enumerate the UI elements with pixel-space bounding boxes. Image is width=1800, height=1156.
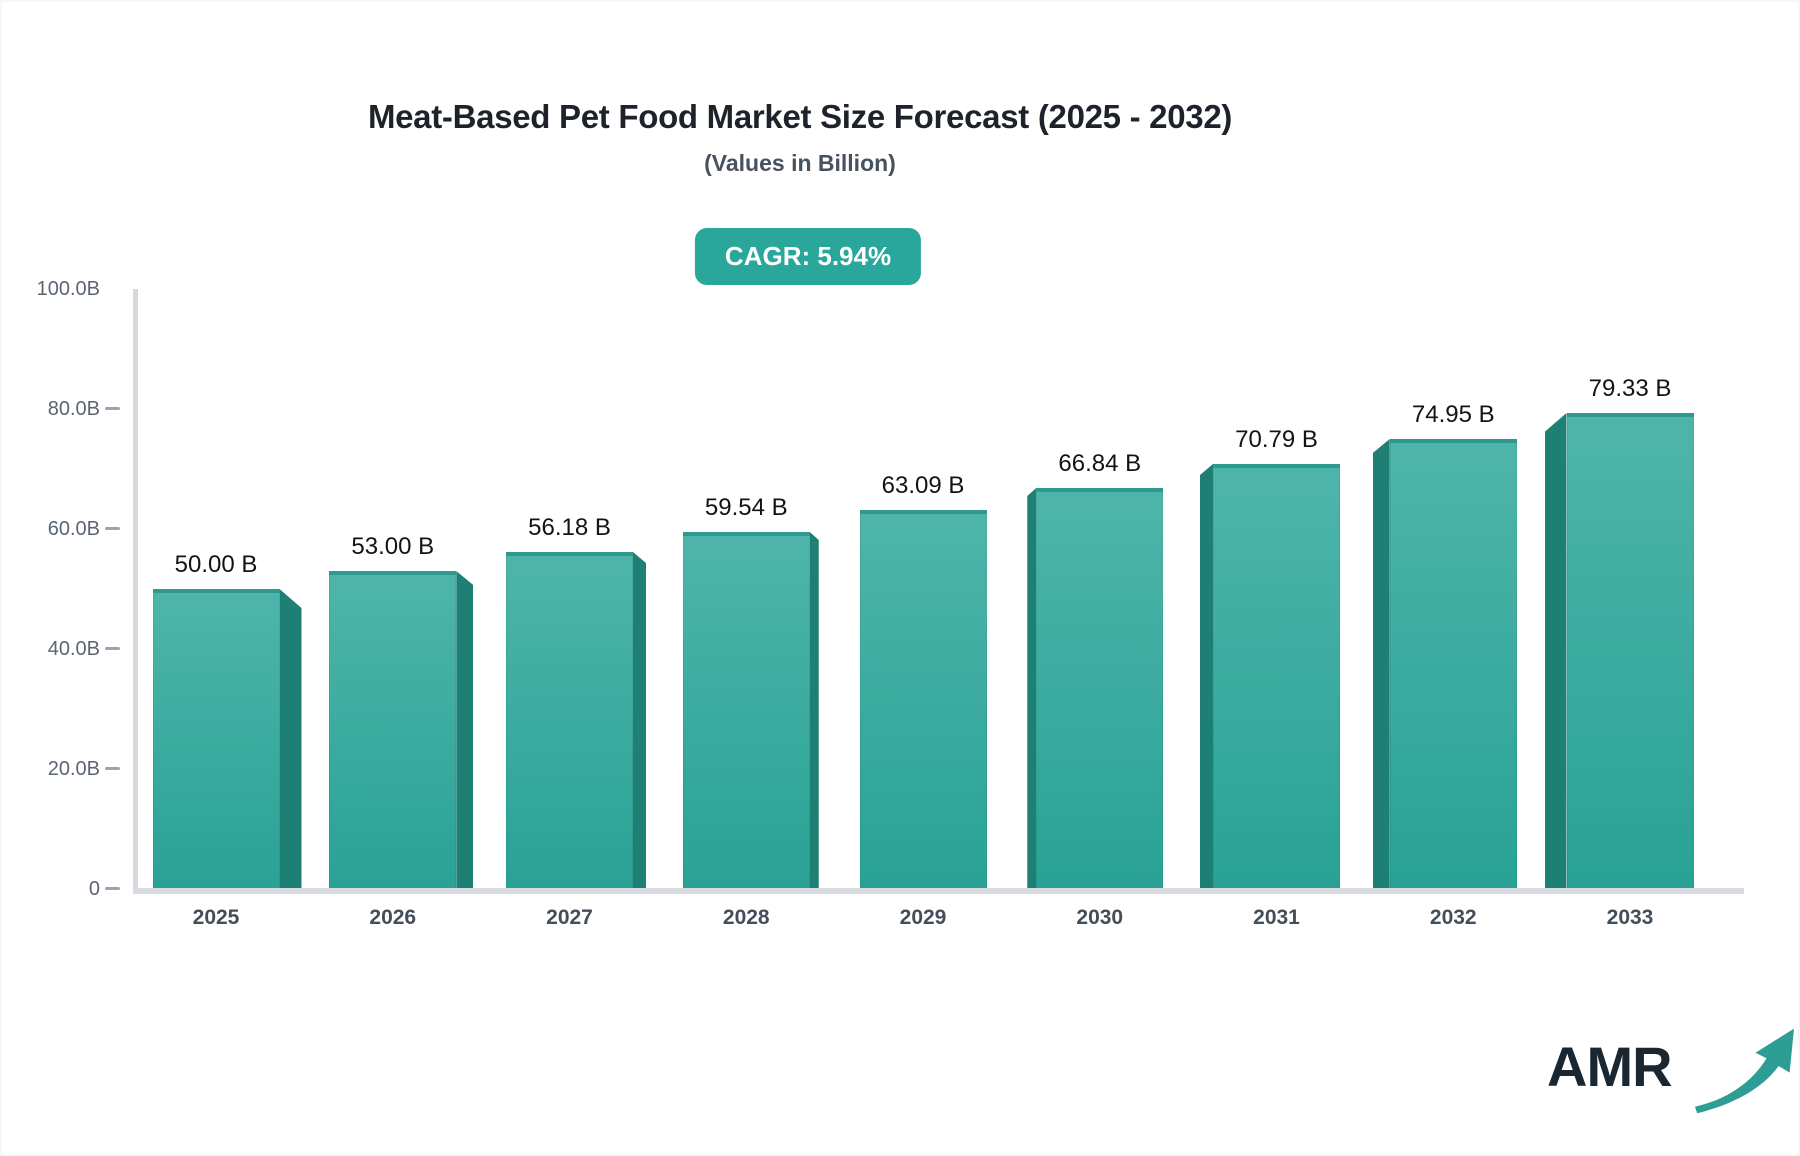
chart-title: Meat-Based Pet Food Market Size Forecast… (367, 98, 1233, 135)
bar-2031 (1200, 464, 1340, 889)
bar-value-label: 66.84 B (1058, 450, 1142, 477)
bar-top-edge (1036, 488, 1164, 492)
bar-top-edge (682, 532, 810, 536)
bar-side-3d (1544, 413, 1567, 889)
bar-face (329, 571, 457, 889)
x-axis-year-label: 2031 (1253, 906, 1300, 929)
amr-logo-text: AMR (1547, 1035, 1673, 1098)
bar-2025 (152, 589, 302, 889)
y-axis-tick-mark (105, 767, 120, 770)
bar-face (1566, 413, 1694, 889)
y-axis-tick-mark (105, 407, 120, 410)
bar-top-edge (1566, 413, 1694, 417)
bar-side-3d (456, 571, 474, 889)
x-axis-baseline (133, 888, 1744, 894)
bar-value-label: 50.00 B (174, 551, 258, 578)
bar-side-3d (279, 589, 302, 889)
bar-face (859, 510, 987, 889)
bar-side-3d (633, 552, 646, 889)
bar-face (152, 589, 280, 889)
x-axis-year-label: 2033 (1606, 906, 1654, 929)
x-axis-year-label: 2026 (369, 906, 417, 929)
y-axis-tick-label: 40.0B (47, 638, 100, 660)
bar-top-edge (329, 571, 457, 575)
y-axis-tick-mark (105, 887, 120, 890)
bar-value-label: 79.33 B (1588, 375, 1672, 402)
x-axis-year-label: 2025 (192, 906, 240, 929)
y-axis-tick-label: 60.0B (47, 518, 100, 540)
x-axis-year-label: 2028 (722, 906, 770, 929)
y-axis-line (133, 289, 138, 894)
bar-value-label: 70.79 B (1235, 426, 1318, 453)
bar-top-edge (152, 589, 280, 593)
bar-top-edge (1389, 439, 1517, 443)
bar-2030 (1027, 488, 1164, 889)
bar-face (682, 532, 810, 889)
growth-arrow-icon (1695, 1028, 1794, 1114)
y-axis-tick-label: 20.0B (47, 758, 100, 780)
cagr-badge: CAGR: 5.94% (694, 228, 922, 285)
bar-2027 (506, 552, 646, 889)
x-axis-year-label: 2029 (899, 906, 947, 929)
bar-side-3d (1372, 439, 1390, 889)
chart-subtitle: (Values in Billion) (704, 150, 896, 176)
bar-face (1036, 488, 1164, 889)
bar-value-label: 63.09 B (881, 472, 965, 499)
x-axis-year-label: 2032 (1429, 906, 1477, 929)
bar-face (506, 552, 633, 889)
y-axis-tick-label: 80.0B (47, 398, 100, 420)
bar-top-edge (506, 552, 633, 556)
bar-value-label: 56.18 B (528, 514, 611, 541)
bar-2032 (1372, 439, 1517, 889)
x-axis-year-label: 2027 (546, 906, 593, 929)
y-axis-tick-mark (105, 527, 120, 530)
bar-side-3d (1200, 464, 1213, 889)
bar-face (1213, 464, 1340, 889)
bar-value-label: 59.54 B (704, 494, 788, 521)
bar-2028 (682, 532, 819, 889)
bar-value-label: 53.00 B (351, 533, 435, 560)
y-axis-tick-label: 0 (88, 878, 100, 900)
bar-top-edge (1213, 464, 1340, 468)
x-axis-year-label: 2030 (1076, 906, 1124, 929)
bar-2026 (329, 571, 474, 889)
bar-side-3d (1027, 488, 1037, 889)
bar-face (1389, 439, 1517, 889)
bar-2033 (1544, 413, 1694, 889)
y-axis-tick-label: 100.0B (36, 278, 100, 300)
bar-side-3d (809, 532, 819, 889)
bar-value-label: 74.95 B (1411, 401, 1495, 428)
y-axis-tick-mark (105, 647, 120, 650)
bar-2029 (859, 510, 987, 889)
bar-top-edge (859, 510, 987, 514)
amr-logo: AMR (1547, 1024, 1794, 1124)
